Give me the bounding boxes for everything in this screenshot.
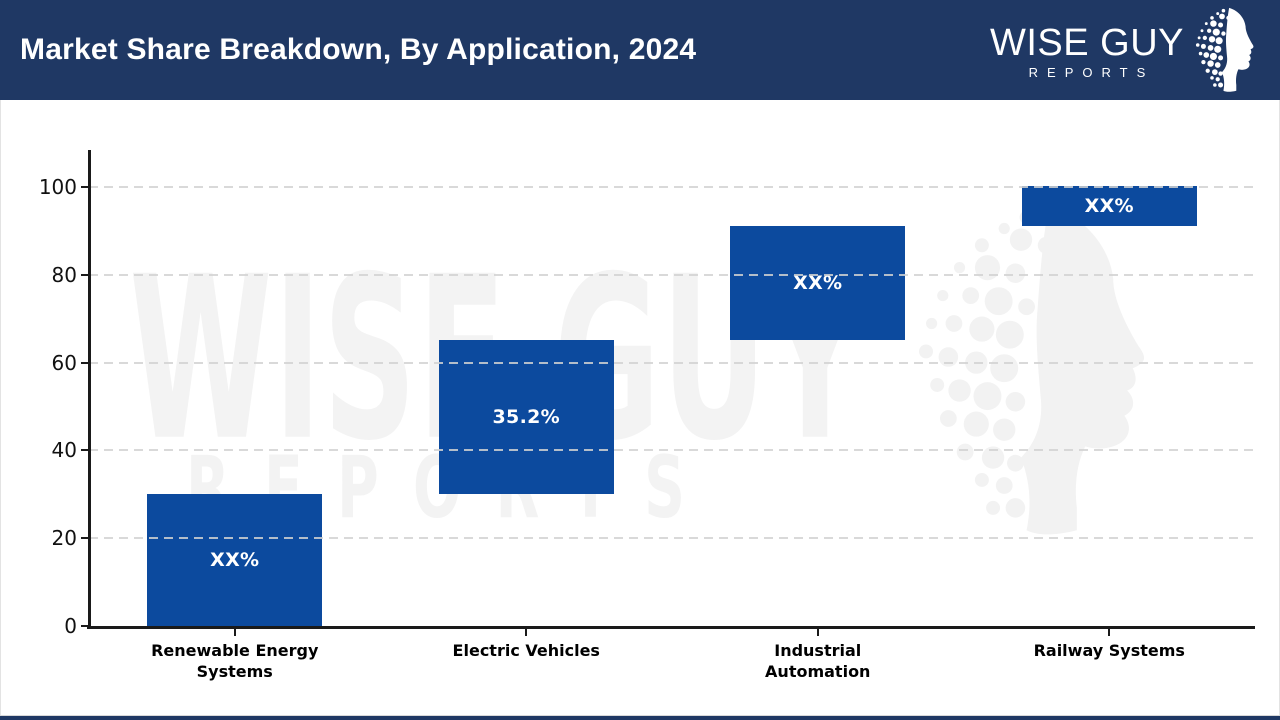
- gridline-y80: [89, 273, 1255, 276]
- bar-value-label-1: 35.2%: [492, 406, 560, 429]
- xtick-2: [816, 629, 819, 636]
- ytick-20: [81, 537, 89, 540]
- xtick-1: [525, 629, 528, 636]
- category-label-1: Electric Vehicles: [452, 641, 600, 660]
- ytick-40: [81, 449, 89, 452]
- plot-area: 0 20 40 60 80 100 Renewable Energy Systems Elec…: [1, 100, 1279, 716]
- gridline-y100: [89, 186, 1255, 188]
- wiseguy-logo: WISE GUY REPORTS: [990, 5, 1258, 95]
- ytick-60: [81, 361, 89, 364]
- x-axis-spine: [87, 626, 1255, 629]
- logo-face-icon: [1195, 7, 1254, 92]
- ytick-label-60: 60: [51, 350, 77, 375]
- ytick-label-40: 40: [51, 438, 77, 463]
- category-label-2: Industrial Automation: [765, 641, 871, 681]
- logo-subtitle: REPORTS: [1028, 65, 1155, 80]
- footer-bar: [0, 716, 1280, 720]
- ytick-100: [81, 186, 89, 188]
- bar-3: XX%: [1021, 186, 1197, 226]
- gridline-y60: [89, 361, 1255, 364]
- gridline-y40: [89, 449, 1255, 452]
- y-axis-spine: [88, 149, 91, 629]
- logo-wordmark: WISE GUY: [989, 22, 1184, 64]
- ytick-label-20: 20: [51, 526, 77, 551]
- page-title: Market Share Breakdown, By Application, …: [20, 33, 697, 66]
- gridline-y20: [89, 537, 1255, 540]
- bar-value-label-2: XX%: [793, 271, 843, 294]
- bar-value-label-0: XX%: [210, 549, 260, 572]
- ytick-label-100: 100: [38, 175, 77, 199]
- bar-0: XX%: [147, 494, 323, 626]
- bar-1: 35.2%: [438, 339, 614, 495]
- bar-2: XX%: [730, 225, 906, 340]
- category-label-3: Railway Systems: [1033, 641, 1185, 660]
- footer-hairline: [0, 715, 1280, 716]
- bar-value-label-3: XX%: [1084, 194, 1134, 217]
- ytick-0: [81, 625, 89, 627]
- ytick-80: [81, 273, 89, 276]
- logo-text: WISE GUY REPORTS: [990, 24, 1184, 80]
- category-label-0: Renewable Energy Systems: [151, 641, 319, 681]
- ytick-label-0: 0: [64, 614, 77, 638]
- xtick-0: [233, 629, 236, 636]
- xtick-3: [1108, 629, 1111, 636]
- header: Market Share Breakdown, By Application, …: [0, 0, 1280, 100]
- ytick-label-80: 80: [51, 262, 77, 287]
